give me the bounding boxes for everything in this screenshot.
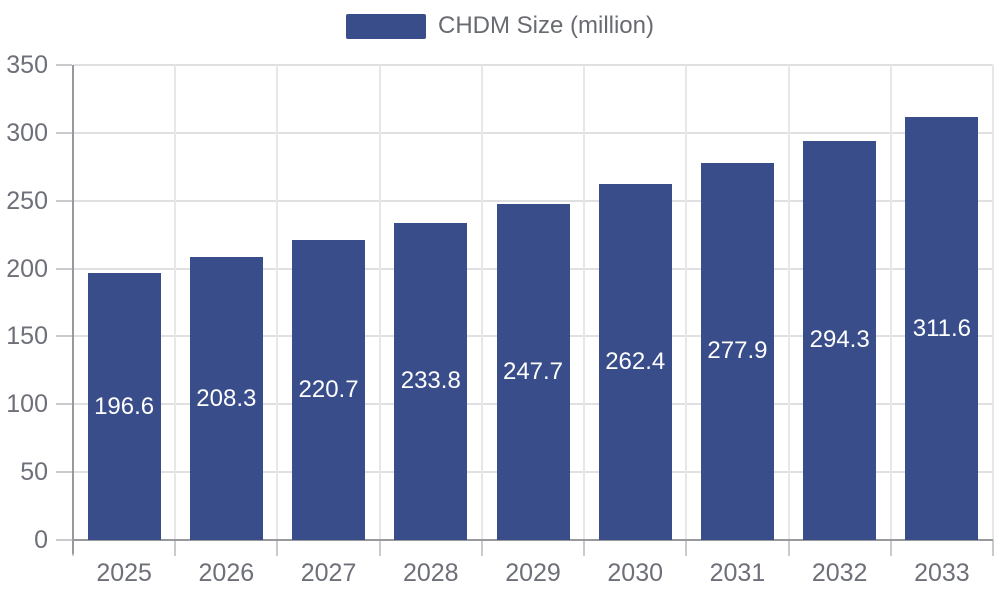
x-axis-label: 2026 [198, 559, 255, 587]
bar[interactable]: 294.3 [803, 140, 877, 540]
bar-value-label: 196.6 [94, 392, 155, 420]
x-axis-label: 2031 [709, 559, 766, 587]
y-axis-label: 250 [6, 186, 48, 215]
x-axis-tick [378, 540, 381, 556]
x-axis-label: 2025 [96, 559, 152, 587]
bar[interactable]: 311.6 [905, 117, 979, 540]
y-axis-label: 0 [34, 526, 48, 554]
gridline-vertical [174, 65, 177, 540]
bar-value-label: 311.6 [912, 314, 972, 342]
bar-value-label: 220.7 [298, 376, 359, 404]
x-axis-tick [174, 540, 177, 556]
x-axis-tick [276, 540, 279, 556]
x-axis-label: 2030 [607, 559, 664, 587]
x-axis-label: 2033 [914, 559, 970, 587]
gridline-vertical [583, 65, 586, 540]
bar[interactable]: 262.4 [598, 183, 672, 540]
bar-value-label: 247.7 [502, 357, 564, 385]
legend-item[interactable]: CHDM Size (million) [0, 12, 1000, 40]
x-axis-label: 2028 [402, 559, 459, 587]
bar-value-label: 294.3 [809, 326, 870, 354]
x-axis-tick [480, 540, 483, 556]
y-axis-label: 100 [6, 390, 48, 419]
y-axis-tick [56, 267, 72, 270]
gridline-vertical [276, 65, 279, 540]
y-axis-label: 300 [6, 118, 48, 147]
y-axis-tick [56, 131, 72, 134]
y-axis-tick [56, 199, 72, 202]
x-axis-tick [787, 540, 790, 556]
gridline-vertical [889, 65, 892, 540]
x-axis-tick [992, 540, 994, 556]
gridline-vertical [992, 65, 994, 540]
bar[interactable]: 247.7 [496, 203, 570, 540]
x-axis-tick [685, 540, 688, 556]
gridline-vertical [685, 65, 688, 540]
y-axis-tick [56, 403, 72, 406]
y-axis-label: 50 [20, 458, 48, 487]
gridline-vertical [787, 65, 790, 540]
bar[interactable]: 277.9 [700, 162, 774, 540]
bar[interactable]: 220.7 [292, 240, 366, 540]
y-axis-tick [56, 471, 72, 474]
x-axis-label: 2027 [300, 559, 357, 587]
gridline-vertical [480, 65, 483, 540]
bar-value-label: 262.4 [605, 347, 666, 375]
y-axis-tick [56, 64, 72, 66]
x-axis-label: 2029 [505, 559, 561, 587]
x-axis-line [73, 539, 993, 541]
y-axis-label: 150 [6, 322, 48, 351]
legend-label: CHDM Size (million) [437, 12, 654, 39]
plot-area: 0 50 100 150 200 250 300 350 196.6 2025 208.3 2026 2… [6, 52, 994, 587]
gridline-horizontal [73, 131, 993, 134]
y-axis-line [72, 65, 74, 554]
x-axis-tick [889, 540, 892, 556]
y-axis-label: 200 [6, 254, 48, 283]
y-axis-tick [56, 539, 72, 541]
bar-value-label: 233.8 [400, 367, 461, 395]
bar-value-label: 277.9 [707, 337, 768, 365]
gridline-horizontal [73, 199, 993, 202]
y-axis-label: 350 [6, 51, 48, 79]
legend-swatch-icon [345, 13, 426, 39]
gridline-horizontal [73, 64, 993, 66]
bar[interactable]: 233.8 [394, 222, 468, 540]
gridline-vertical [378, 65, 381, 540]
bar[interactable]: 208.3 [189, 257, 263, 540]
bar[interactable]: 196.6 [87, 273, 161, 540]
x-axis-tick [583, 540, 586, 556]
x-axis-label: 2032 [811, 559, 868, 587]
y-axis-tick [56, 335, 72, 338]
bar-value-label: 208.3 [196, 384, 257, 412]
